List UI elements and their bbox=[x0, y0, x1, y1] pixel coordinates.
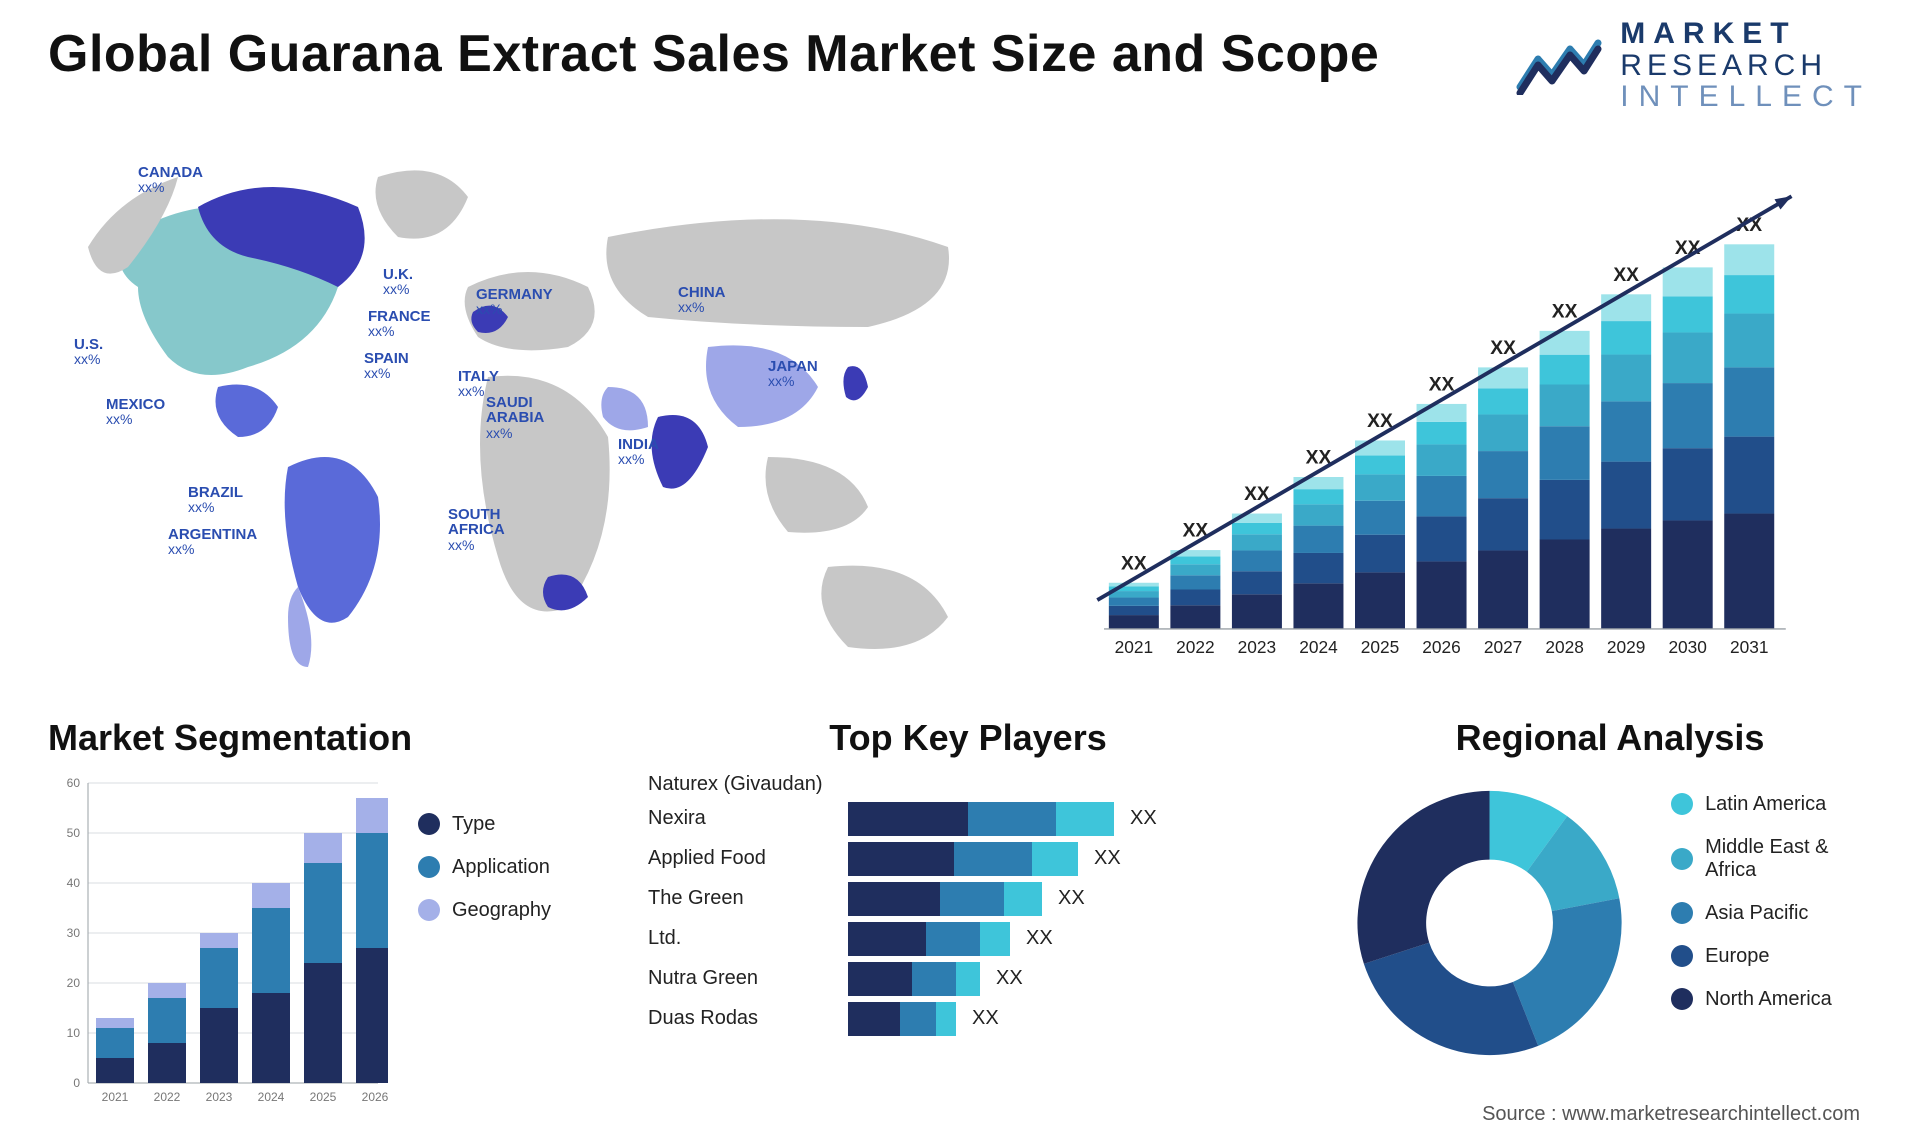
key-player-row: Naturex (Givaudan) bbox=[648, 773, 1288, 796]
legend-item: Asia Pacific bbox=[1671, 902, 1872, 925]
segmentation-legend: Type Application Geography bbox=[418, 773, 551, 1113]
key-player-value: XX bbox=[1026, 927, 1053, 950]
regional-panel: Regional Analysis Latin America Middle Ea… bbox=[1348, 717, 1872, 1137]
svg-text:50: 50 bbox=[67, 826, 81, 840]
map-label: U.S.xx% bbox=[74, 337, 103, 367]
key-player-row: The Green XX bbox=[648, 882, 1288, 916]
map-label: SPAINxx% bbox=[364, 351, 409, 381]
key-player-row: Nutra Green XX bbox=[648, 962, 1288, 996]
map-label: SAUDIARABIAxx% bbox=[486, 395, 544, 441]
svg-text:XX: XX bbox=[1552, 301, 1578, 322]
svg-text:2026: 2026 bbox=[362, 1090, 388, 1104]
key-player-bar bbox=[848, 802, 1114, 836]
key-player-name: Nutra Green bbox=[648, 967, 848, 990]
svg-text:2029: 2029 bbox=[1607, 636, 1645, 656]
map-label: CANADAxx% bbox=[138, 165, 203, 195]
svg-text:2021: 2021 bbox=[102, 1090, 129, 1104]
key-player-row: Nexira XX bbox=[648, 802, 1288, 836]
key-player-bar bbox=[848, 922, 1010, 956]
svg-text:0: 0 bbox=[73, 1076, 80, 1090]
map-label: CHINAxx% bbox=[678, 285, 726, 315]
svg-text:2027: 2027 bbox=[1484, 636, 1522, 656]
legend-item: Middle East & Africa bbox=[1671, 836, 1872, 882]
svg-text:2022: 2022 bbox=[154, 1090, 181, 1104]
key-player-name: Applied Food bbox=[648, 847, 848, 870]
legend-item: Europe bbox=[1671, 945, 1872, 968]
regional-title: Regional Analysis bbox=[1348, 717, 1872, 759]
map-label: U.K.xx% bbox=[383, 267, 413, 297]
key-player-name: Nexira bbox=[648, 807, 848, 830]
legend-item: Application bbox=[418, 856, 551, 879]
key-player-value: XX bbox=[1094, 847, 1121, 870]
key-player-bar bbox=[848, 1002, 956, 1036]
map-label: ARGENTINAxx% bbox=[168, 527, 257, 557]
key-player-value: XX bbox=[996, 967, 1023, 990]
svg-text:40: 40 bbox=[67, 876, 81, 890]
legend-item: North America bbox=[1671, 988, 1872, 1011]
key-players-title: Top Key Players bbox=[648, 717, 1288, 759]
map-label: MEXICOxx% bbox=[106, 397, 165, 427]
key-players-panel: Top Key Players Naturex (Givaudan) Nexira… bbox=[648, 717, 1288, 1137]
map-label: FRANCExx% bbox=[368, 309, 431, 339]
legend-item: Latin America bbox=[1671, 793, 1872, 816]
map-label: INDIAxx% bbox=[618, 437, 659, 467]
svg-text:2026: 2026 bbox=[1422, 636, 1460, 656]
regional-donut bbox=[1348, 773, 1631, 1073]
key-player-value: XX bbox=[1130, 807, 1157, 830]
legend-item: Type bbox=[418, 813, 551, 836]
svg-text:2023: 2023 bbox=[206, 1090, 233, 1104]
key-player-value: XX bbox=[1058, 887, 1085, 910]
key-player-name: Duas Rodas bbox=[648, 1007, 848, 1030]
segmentation-panel: Market Segmentation 0 10 20 30 40 50 60 2021 202… bbox=[48, 717, 588, 1137]
legend-item: Geography bbox=[418, 899, 551, 922]
brand-logo: MARKET RESEARCH INTELLECT bbox=[1516, 18, 1872, 113]
regional-legend: Latin America Middle East & Africa Asia Pa… bbox=[1671, 773, 1872, 1031]
svg-text:2025: 2025 bbox=[310, 1090, 337, 1104]
key-player-name: Naturex (Givaudan) bbox=[648, 773, 848, 796]
svg-text:30: 30 bbox=[67, 926, 81, 940]
brand-mark-icon bbox=[1516, 35, 1602, 95]
map-label: SOUTHAFRICAxx% bbox=[448, 507, 505, 553]
map-label: BRAZILxx% bbox=[188, 485, 243, 515]
svg-text:2021: 2021 bbox=[1115, 636, 1153, 656]
segmentation-title: Market Segmentation bbox=[48, 717, 588, 759]
brand-line-3: INTELLECT bbox=[1620, 81, 1872, 113]
svg-text:2030: 2030 bbox=[1668, 636, 1706, 656]
key-player-row: Applied Food XX bbox=[648, 842, 1288, 876]
forecast-chart: 2021XX2022XX2023XX2024XX2025XX2026XX2027… bbox=[1038, 137, 1872, 677]
svg-text:XX: XX bbox=[1613, 264, 1639, 285]
svg-text:2023: 2023 bbox=[1238, 636, 1276, 656]
svg-text:2031: 2031 bbox=[1730, 636, 1768, 656]
svg-text:60: 60 bbox=[67, 776, 81, 790]
svg-text:20: 20 bbox=[67, 976, 81, 990]
key-player-bar bbox=[848, 962, 980, 996]
svg-text:10: 10 bbox=[67, 1026, 81, 1040]
key-player-bar bbox=[848, 882, 1042, 916]
source-label: Source : www.marketresearchintellect.com bbox=[1482, 1103, 1860, 1126]
key-player-value: XX bbox=[972, 1007, 999, 1030]
svg-text:XX: XX bbox=[1490, 337, 1516, 358]
svg-text:2024: 2024 bbox=[1299, 636, 1338, 656]
segmentation-chart: 0 10 20 30 40 50 60 2021 2022 2023 2024 2025 2026 bbox=[48, 773, 388, 1113]
key-player-row: Ltd. XX bbox=[648, 922, 1288, 956]
page-title: Global Guarana Extract Sales Market Size… bbox=[48, 24, 1379, 84]
key-player-row: Duas Rodas XX bbox=[648, 1002, 1288, 1036]
svg-text:2022: 2022 bbox=[1176, 636, 1214, 656]
svg-text:2025: 2025 bbox=[1361, 636, 1399, 656]
svg-text:XX: XX bbox=[1121, 553, 1147, 574]
svg-text:2028: 2028 bbox=[1545, 636, 1583, 656]
key-player-bar bbox=[848, 842, 1078, 876]
brand-line-2: RESEARCH bbox=[1620, 50, 1872, 82]
key-player-name: Ltd. bbox=[648, 927, 848, 950]
svg-text:2024: 2024 bbox=[258, 1090, 285, 1104]
map-label: GERMANYxx% bbox=[476, 287, 553, 317]
map-label: JAPANxx% bbox=[768, 359, 818, 389]
world-map: CANADAxx% U.S.xx% MEXICOxx% BRAZILxx% ARGENT… bbox=[48, 137, 998, 677]
brand-line-1: MARKET bbox=[1620, 18, 1872, 50]
key-player-name: The Green bbox=[648, 887, 848, 910]
